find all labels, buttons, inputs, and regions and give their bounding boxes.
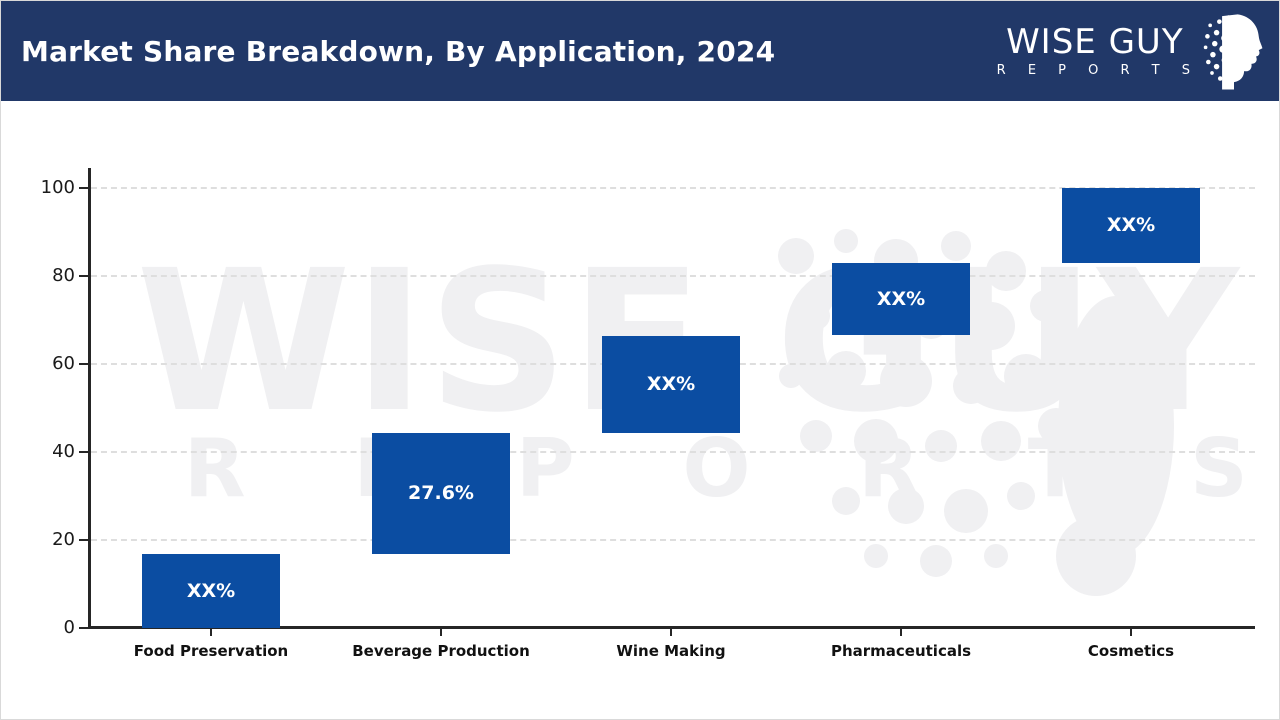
y-tick-label-100: 100 bbox=[40, 177, 75, 198]
bar-beverage-production: 27.6% bbox=[372, 432, 510, 555]
logo-wordmark: WISE GUY bbox=[1006, 22, 1184, 62]
y-tick-80 bbox=[79, 275, 88, 277]
bar-value-label: 27.6% bbox=[408, 482, 474, 505]
y-tick-100 bbox=[79, 187, 88, 189]
y-tick-label-20: 20 bbox=[52, 529, 75, 550]
y-tick-label-80: 80 bbox=[52, 265, 75, 286]
x-tick-4 bbox=[1130, 629, 1132, 636]
x-axis-line bbox=[88, 626, 1255, 629]
x-category-label: Cosmetics bbox=[1087, 642, 1175, 660]
logo-subtitle: R E P O R T S bbox=[996, 63, 1199, 78]
gridline-40 bbox=[91, 451, 1255, 453]
bar-cosmetics: XX% bbox=[1062, 188, 1200, 263]
x-category-label: Food Preservation bbox=[133, 642, 289, 660]
y-axis-line bbox=[88, 168, 91, 628]
logo-text: WISE GUY R E P O R T S bbox=[991, 25, 1199, 77]
x-tick-3 bbox=[900, 629, 902, 636]
face-profile-icon bbox=[1203, 14, 1263, 90]
x-category-label: Beverage Production bbox=[352, 642, 530, 660]
wise-guy-reports-logo: WISE GUY R E P O R T S bbox=[991, 10, 1267, 92]
x-category-label: Wine Making bbox=[616, 642, 726, 660]
y-tick-label-0: 0 bbox=[63, 617, 75, 638]
x-tick-1 bbox=[440, 629, 442, 636]
page-title: Market Share Breakdown, By Application, … bbox=[21, 34, 776, 68]
gridline-100 bbox=[91, 187, 1255, 189]
header-bar: Market Share Breakdown, By Application, … bbox=[1, 1, 1279, 101]
y-tick-label-60: 60 bbox=[52, 353, 75, 374]
gridline-20 bbox=[91, 539, 1255, 541]
bar-value-label: XX% bbox=[876, 288, 926, 311]
bar-food-preservation: XX% bbox=[142, 554, 280, 628]
gridline-80 bbox=[91, 275, 1255, 277]
y-tick-label-40: 40 bbox=[52, 441, 75, 462]
bar-wine-making: XX% bbox=[602, 335, 740, 433]
bar-value-label: XX% bbox=[186, 580, 236, 603]
y-tick-20 bbox=[79, 539, 88, 541]
y-tick-40 bbox=[79, 451, 88, 453]
y-tick-60 bbox=[79, 363, 88, 365]
y-tick-0 bbox=[79, 627, 88, 629]
bar-value-label: XX% bbox=[1106, 214, 1156, 237]
bar-value-label: XX% bbox=[646, 373, 696, 396]
x-category-label: Pharmaceuticals bbox=[830, 642, 972, 660]
x-tick-2 bbox=[670, 629, 672, 636]
x-tick-0 bbox=[210, 629, 212, 636]
bar-pharmaceuticals: XX% bbox=[832, 262, 970, 336]
